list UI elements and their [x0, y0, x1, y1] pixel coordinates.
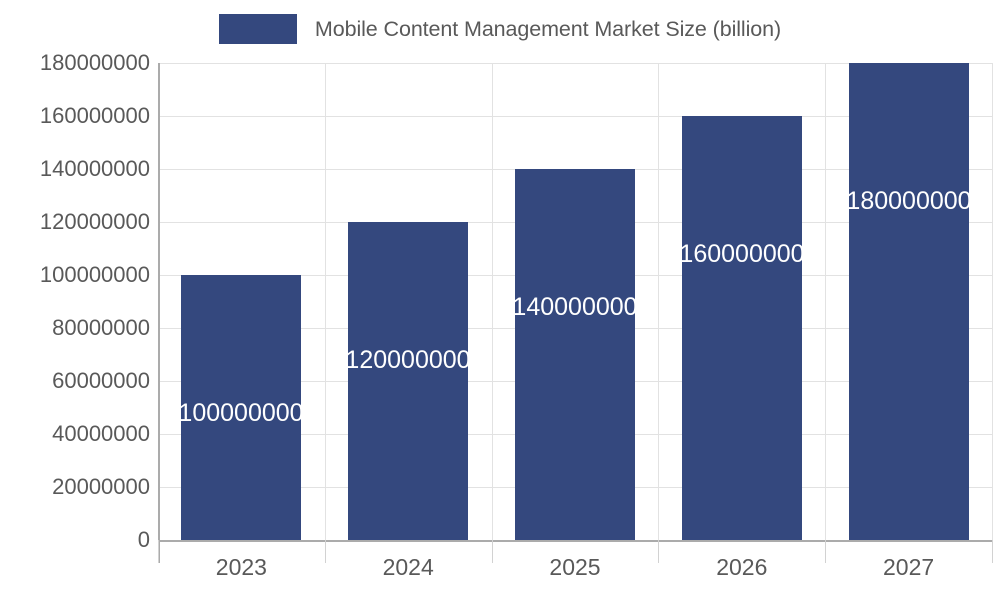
horizontal-gridline	[158, 116, 992, 117]
x-axis-tick-mark	[658, 540, 660, 563]
x-axis-tick-label: 2024	[382, 554, 434, 580]
bar[interactable]	[849, 63, 969, 540]
y-axis-line	[158, 63, 160, 563]
y-axis-tick-label: 140000000	[39, 156, 150, 181]
x-axis-tick-mark	[158, 540, 159, 563]
legend-label: Mobile Content Management Market Size (b…	[314, 16, 782, 41]
x-axis-line	[158, 540, 992, 542]
bar-data-label: 100000000	[178, 399, 304, 427]
y-axis-tick-label: 60000000	[52, 368, 150, 393]
bar-data-label: 160000000	[679, 240, 805, 268]
y-axis-tick-label: 80000000	[52, 315, 150, 340]
bar-data-label: 140000000	[512, 293, 638, 321]
y-axis-tick-label: 100000000	[39, 262, 150, 287]
chart-legend: Mobile Content Management Market Size (b…	[0, 8, 1000, 50]
vertical-gridline	[491, 63, 493, 540]
x-axis-tick-mark	[491, 540, 493, 563]
x-axis-tick-mark	[825, 540, 827, 563]
vertical-gridline	[825, 63, 827, 540]
bar-data-label: 120000000	[345, 346, 471, 374]
x-axis-tick-mark	[992, 540, 993, 563]
y-axis-tick-label: 0	[137, 527, 150, 552]
x-axis-tick-label: 2023	[215, 554, 267, 580]
legend-color-swatch	[218, 14, 297, 44]
y-axis-tick-label: 120000000	[39, 209, 150, 234]
y-axis-tick-label: 20000000	[52, 474, 150, 499]
vertical-gridline	[992, 63, 993, 540]
y-axis-tick-label: 160000000	[39, 103, 150, 128]
bar[interactable]	[515, 169, 635, 540]
x-axis-tick-label: 2025	[549, 554, 601, 580]
x-axis-tick-label: 2026	[716, 554, 768, 580]
y-axis-tick-label: 180000000	[39, 50, 150, 75]
vertical-gridline	[658, 63, 660, 540]
plot-area: 100000000 120000000 140000000 160000000 1800…	[158, 63, 993, 541]
horizontal-gridline	[158, 63, 992, 64]
y-axis-tick-labels: 0 20000000 40000000 60000000 80000000 1000000…	[0, 0, 158, 600]
bar[interactable]	[348, 222, 468, 540]
vertical-gridline	[324, 63, 326, 540]
bar[interactable]	[181, 275, 301, 540]
bar[interactable]	[682, 116, 802, 540]
x-axis-tick-mark	[324, 540, 326, 563]
bar-data-label: 180000000	[846, 187, 972, 215]
x-axis-tick-label: 2027	[883, 554, 935, 580]
y-axis-tick-label: 40000000	[52, 421, 150, 446]
